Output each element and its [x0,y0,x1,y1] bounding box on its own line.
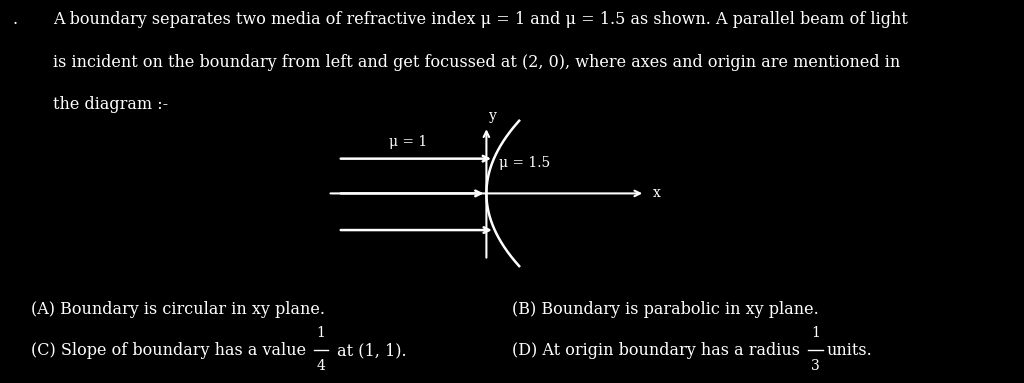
Text: the diagram :-: the diagram :- [53,96,168,113]
Text: 1: 1 [316,326,326,340]
Text: (B) Boundary is parabolic in xy plane.: (B) Boundary is parabolic in xy plane. [512,301,819,318]
Text: y: y [488,109,497,123]
Text: 4: 4 [316,359,326,373]
Text: μ = 1.5: μ = 1.5 [499,156,550,170]
Text: (A) Boundary is circular in xy plane.: (A) Boundary is circular in xy plane. [31,301,325,318]
Text: μ = 1: μ = 1 [389,135,427,149]
Text: .: . [12,11,17,28]
Text: A boundary separates two media of refractive index μ = 1 and μ = 1.5 as shown. A: A boundary separates two media of refrac… [53,11,908,28]
Text: (C) Slope of boundary has a value: (C) Slope of boundary has a value [31,342,311,359]
Text: 3: 3 [811,359,820,373]
Text: x: x [653,187,662,200]
Text: is incident on the boundary from left and get focussed at (2, 0), where axes and: is incident on the boundary from left an… [53,54,900,70]
Text: 1: 1 [811,326,820,340]
Text: units.: units. [826,342,872,359]
Text: (D) At origin boundary has a radius: (D) At origin boundary has a radius [512,342,805,359]
Text: at (1, 1).: at (1, 1). [333,342,408,359]
